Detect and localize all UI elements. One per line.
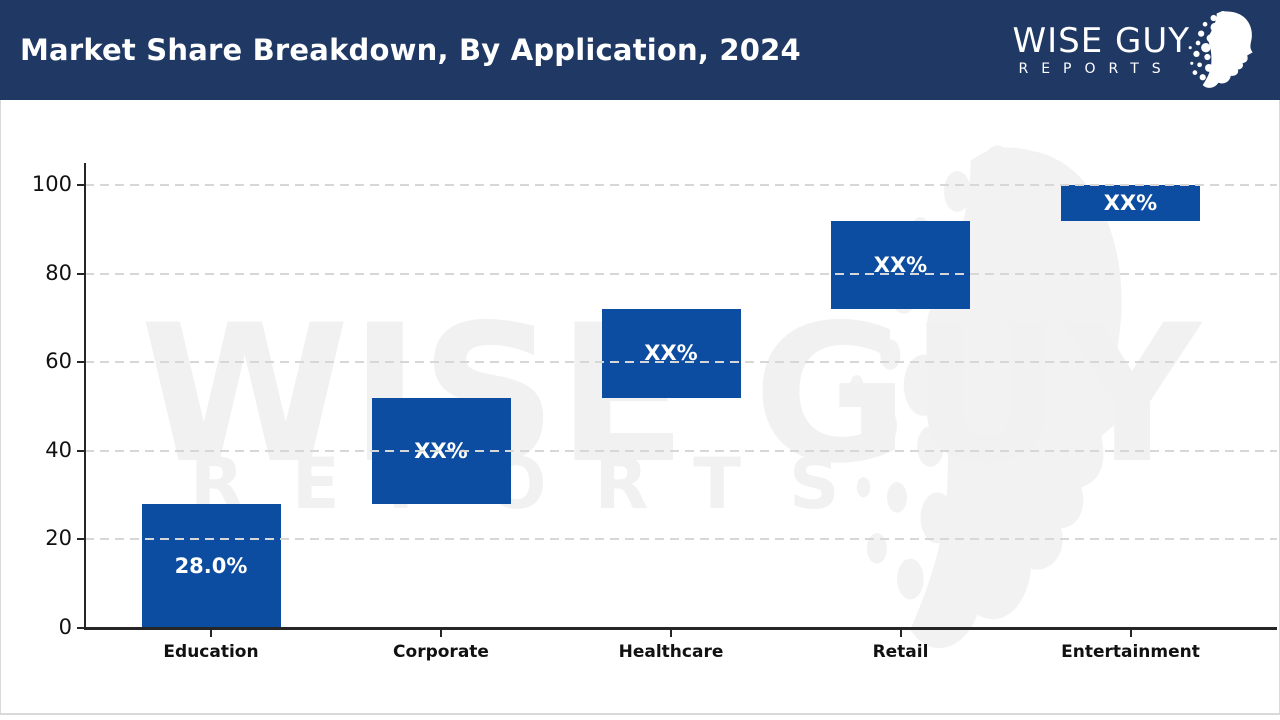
bar-retail: XX% bbox=[831, 220, 970, 310]
bar-education: 28.0% bbox=[141, 503, 281, 628]
bar-healthcare: XX% bbox=[601, 309, 741, 398]
ytick-label-80: 80 bbox=[45, 260, 72, 285]
xtick-retail bbox=[899, 629, 902, 637]
xtick-label-retail: Retail bbox=[872, 642, 929, 662]
ytick-label-40: 40 bbox=[45, 437, 72, 462]
ytick-40 bbox=[77, 449, 85, 452]
gridline-100 bbox=[85, 184, 1277, 187]
chart-canvas: WISE GUY REPORTS 28.0% XX% XX% XX% XX% 0 20 40 6… bbox=[0, 100, 1280, 714]
logo-subtitle: REPORTS bbox=[1018, 61, 1174, 77]
ytick-80 bbox=[77, 272, 85, 275]
logo-wordmark: WISE GUY bbox=[1012, 21, 1190, 61]
plot-area: 28.0% XX% XX% XX% XX% 0 20 40 60 80 100 Education Co… bbox=[0, 100, 1280, 714]
ytick-label-100: 100 bbox=[31, 172, 72, 197]
xtick-education bbox=[210, 629, 212, 637]
ytick-20 bbox=[77, 538, 85, 541]
gridline-60 bbox=[85, 361, 1277, 364]
xtick-label-entertainment: Entertainment bbox=[1061, 642, 1200, 662]
gridline-40 bbox=[85, 449, 1277, 452]
ytick-label-20: 20 bbox=[45, 526, 72, 551]
page-title: Market Share Breakdown, By Application, … bbox=[20, 33, 801, 67]
ytick-60 bbox=[77, 361, 85, 364]
y-axis bbox=[84, 163, 86, 630]
x-axis bbox=[84, 627, 1277, 630]
header-bar: Market Share Breakdown, By Application, … bbox=[0, 0, 1280, 100]
xtick-corporate bbox=[440, 629, 442, 637]
ytick-0 bbox=[77, 627, 85, 629]
gridline-80 bbox=[85, 272, 1277, 275]
dotted-head-icon bbox=[1188, 11, 1253, 88]
xtick-label-healthcare: Healthcare bbox=[618, 642, 724, 662]
xtick-healthcare bbox=[670, 629, 672, 637]
bar-entertainment: XX% bbox=[1061, 185, 1200, 221]
bottom-divider bbox=[0, 713, 1280, 715]
gridline-20 bbox=[85, 538, 1277, 541]
ytick-label-60: 60 bbox=[45, 349, 72, 374]
bar-value-label: 28.0% bbox=[174, 553, 248, 578]
xtick-label-education: Education bbox=[163, 642, 259, 662]
xtick-entertainment bbox=[1129, 629, 1132, 637]
logo-text: WISE GUY REPORTS bbox=[1012, 24, 1190, 76]
bar-value-label: XX% bbox=[1103, 190, 1158, 215]
ytick-100 bbox=[77, 184, 85, 187]
ytick-label-0: 0 bbox=[58, 615, 72, 639]
xtick-label-corporate: Corporate bbox=[393, 642, 489, 662]
brand-logo: WISE GUY REPORTS bbox=[1012, 6, 1262, 94]
